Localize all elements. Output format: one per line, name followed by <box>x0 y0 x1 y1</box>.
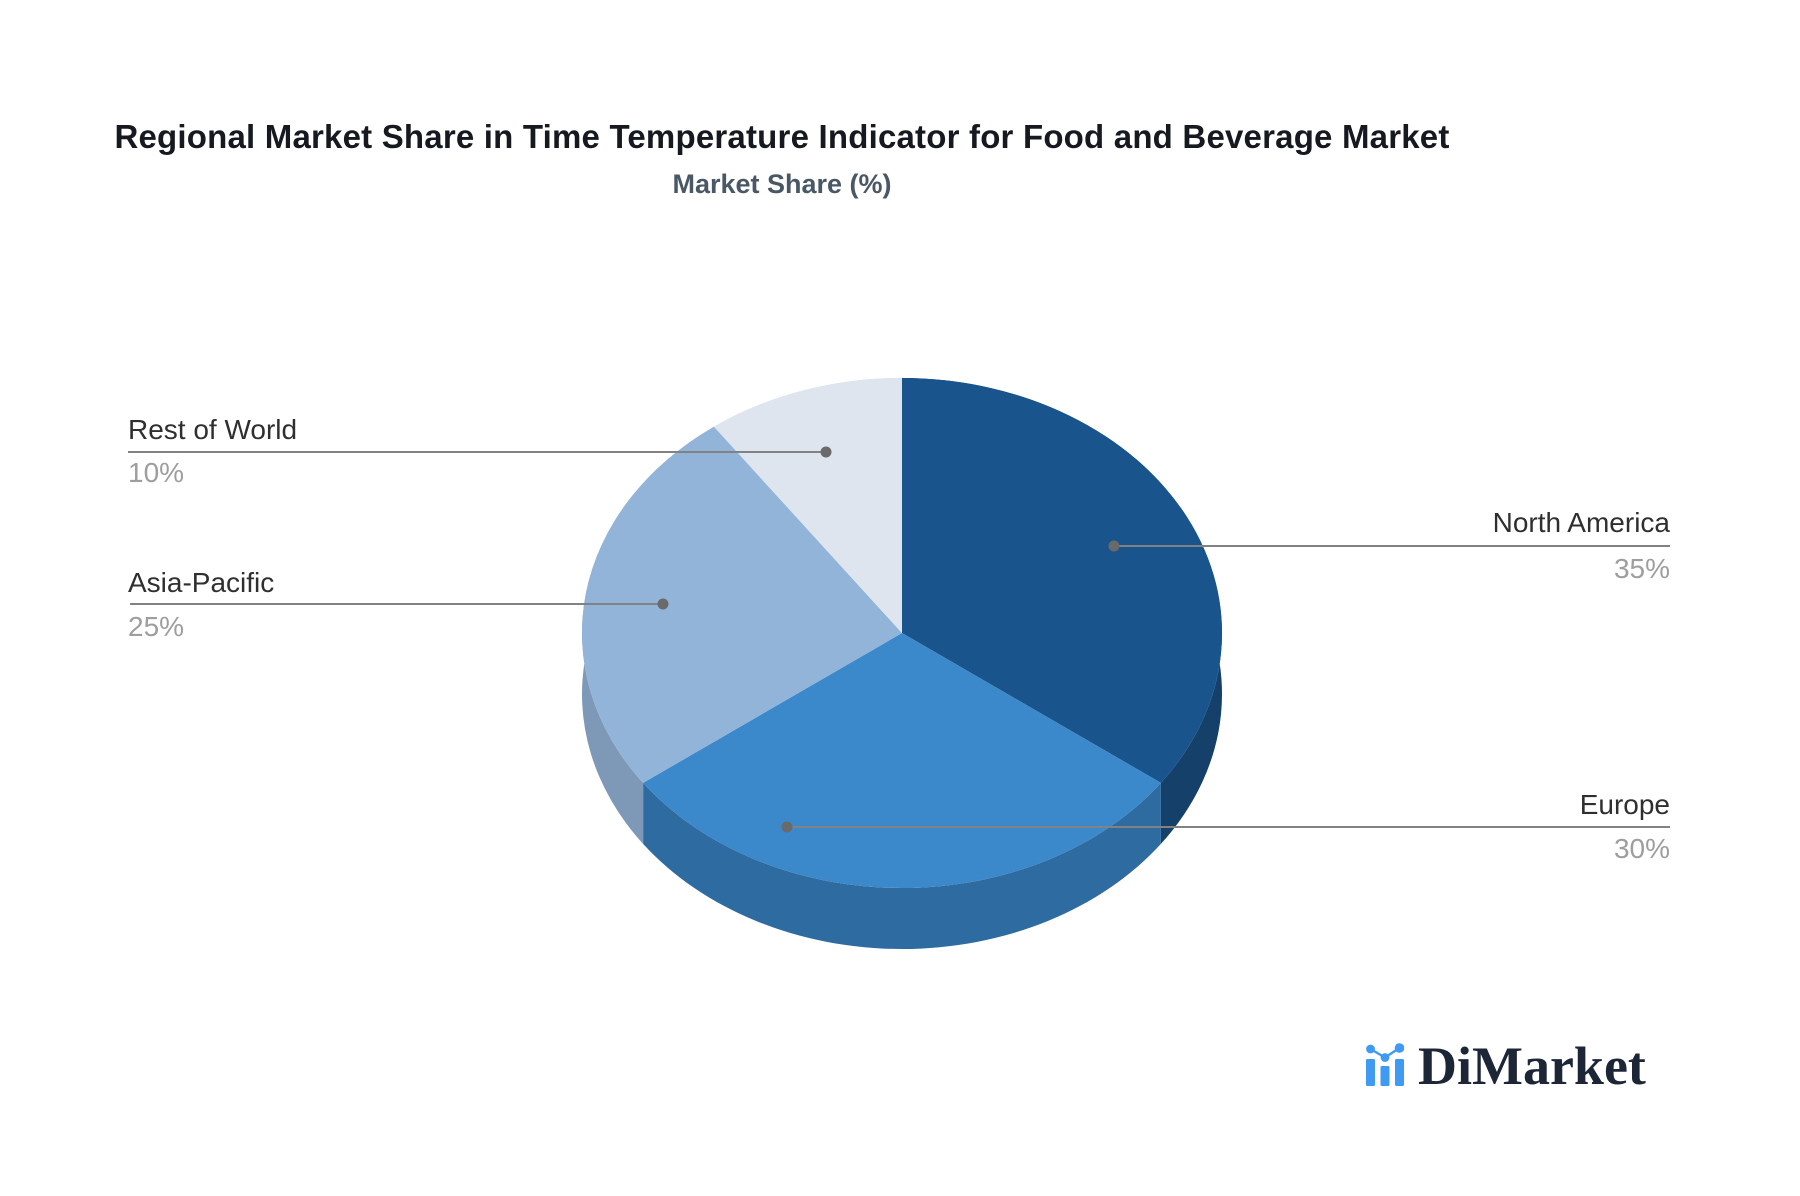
slice-name-north-america: North America <box>1492 507 1670 538</box>
dimarket-logo-text: DiMarket <box>1418 1036 1646 1096</box>
pie-slice-europe[interactable] <box>643 633 1161 889</box>
slice-pct-rest-of-world: 10% <box>128 457 185 488</box>
leader-dot-europe <box>781 821 793 833</box>
slice-pct-europe: 30% <box>1613 833 1670 864</box>
leader-dot-asia-pacific <box>657 598 669 610</box>
dimarket-logo[interactable]: DiMarket <box>1364 1036 1646 1096</box>
slice-label-europe: Europe 30% <box>1580 788 1670 866</box>
slice-label-north-america: North America 35% <box>1493 506 1670 586</box>
slice-name-europe: Europe <box>1579 789 1670 820</box>
bar-chart-trend-icon <box>1366 1043 1404 1086</box>
leader-dot-north-america <box>1108 540 1120 552</box>
leader-dot-rest-of-world <box>820 446 832 458</box>
slice-pct-north-america: 35% <box>1613 553 1670 584</box>
pie-slice-europe-side <box>643 782 1161 950</box>
slice-name-asia-pacific: Asia-Pacific <box>128 567 275 598</box>
slice-name-rest-of-world: Rest of World <box>128 414 298 445</box>
slice-label-rest-of-world: Rest of World 10% <box>128 413 297 490</box>
pie-slice-north-america[interactable] <box>902 377 1223 783</box>
pie-slice-rest-of-world[interactable] <box>713 378 902 633</box>
slice-pct-asia-pacific: 25% <box>128 611 185 642</box>
pie-slice-asia-pacific[interactable] <box>581 426 902 783</box>
slice-label-asia-pacific: Asia-Pacific 25% <box>128 566 274 644</box>
